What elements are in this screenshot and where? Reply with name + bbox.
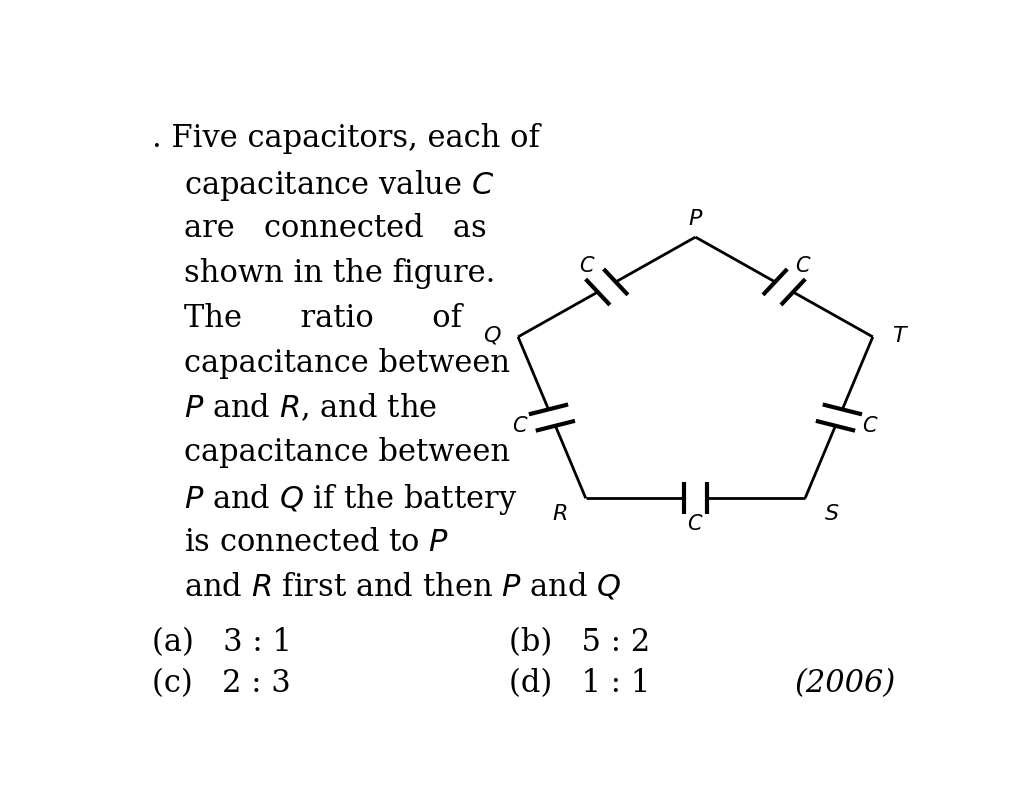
Text: (2006): (2006) [795,669,896,699]
Text: is connected to $P$: is connected to $P$ [183,527,449,558]
Text: (d)   1 : 1: (d) 1 : 1 [509,669,650,699]
Text: $R$: $R$ [552,503,567,524]
Text: and $R$ first and then $P$ and $Q$: and $R$ first and then $P$ and $Q$ [183,572,621,603]
Text: $P$ and $Q$ if the battery: $P$ and $Q$ if the battery [183,482,517,517]
Text: $T$: $T$ [892,325,909,346]
Text: (a)   3 : 1: (a) 3 : 1 [152,627,292,658]
Text: $P$ and $R$, and the: $P$ and $R$, and the [183,393,436,425]
Text: (b)   5 : 2: (b) 5 : 2 [509,627,650,658]
Text: . Five capacitors, each of: . Five capacitors, each of [152,124,540,154]
Text: are   connected   as: are connected as [183,213,486,244]
Text: capacitance between: capacitance between [183,437,510,468]
Text: $C$: $C$ [579,256,595,276]
Text: The      ratio      of: The ratio of [183,302,462,334]
Text: $C$: $C$ [796,256,812,276]
Text: $C$: $C$ [512,416,528,436]
Text: $C$: $C$ [687,514,703,534]
Text: capacitance value $C$: capacitance value $C$ [183,168,494,203]
Text: (c)   2 : 3: (c) 2 : 3 [152,669,291,699]
Text: shown in the figure.: shown in the figure. [183,258,495,289]
Text: $C$: $C$ [862,416,879,436]
Text: $P$: $P$ [688,207,703,230]
Text: $Q$: $Q$ [482,325,501,346]
Text: capacitance between: capacitance between [183,348,510,379]
Text: $S$: $S$ [823,503,839,524]
